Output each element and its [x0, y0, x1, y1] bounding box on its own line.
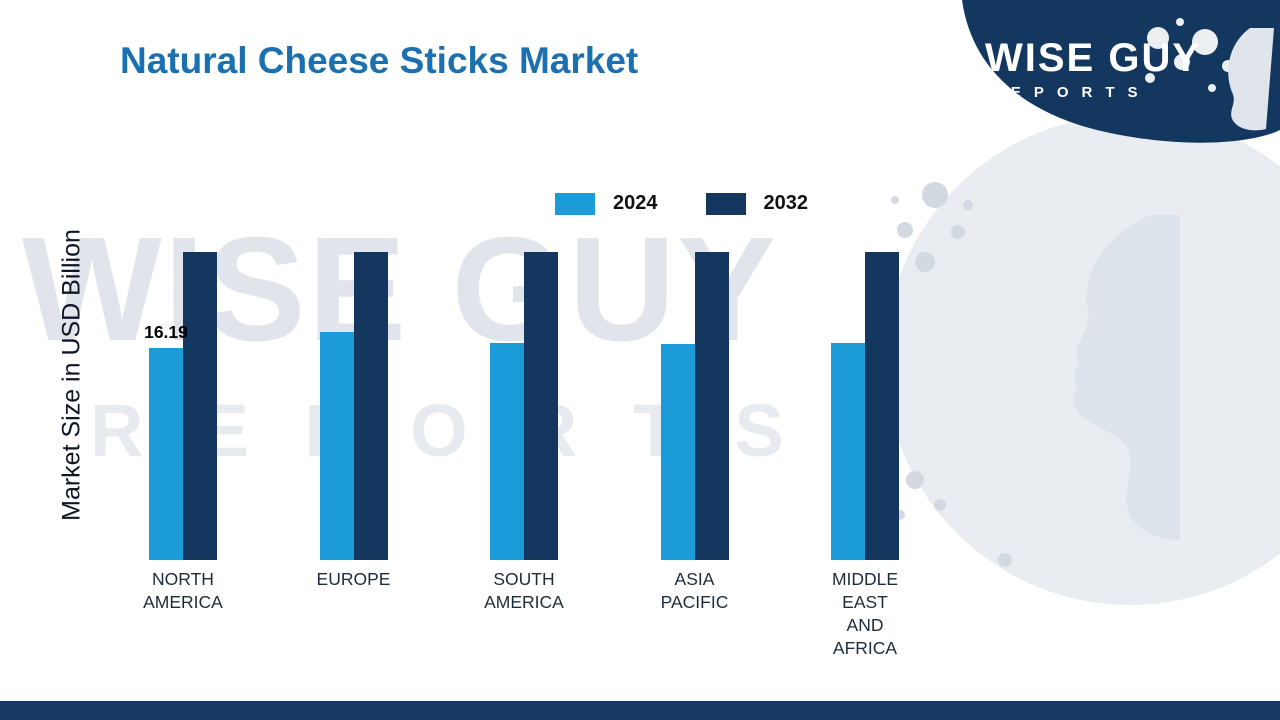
legend-swatch	[555, 192, 595, 215]
legend: 2024 2032	[555, 192, 808, 215]
bar-2032	[694, 252, 729, 560]
logo: WISE GUY REPORTS	[985, 36, 1201, 101]
bar-2024	[660, 343, 695, 560]
page-title: Natural Cheese Sticks Market	[120, 40, 639, 81]
logo-wordmark: WISE GUY	[985, 36, 1202, 80]
bar-2032	[183, 252, 217, 560]
legend-swatch	[705, 192, 746, 215]
bar-2032	[524, 252, 558, 560]
category-label: NORTH AMERICA	[143, 569, 223, 613]
bar-2024	[319, 332, 354, 560]
legend-item-2024: 2024	[555, 192, 658, 215]
data-label: 16.19	[144, 321, 188, 342]
bar-2024	[149, 347, 183, 560]
bar-2024	[490, 342, 524, 560]
watermark-wordmark: WISE GUY	[22, 207, 779, 372]
legend-label: 2032	[763, 192, 809, 214]
category-label: SOUTH AMERICA	[484, 569, 564, 613]
category-label: EUROPE	[316, 569, 391, 589]
bar-2024	[831, 342, 865, 560]
bar-2032	[865, 252, 899, 560]
category-label: MIDDLE EAST AND AFRICA	[831, 569, 899, 659]
logo-reports: REPORTS	[987, 84, 1151, 101]
y-axis-label: Market Size in USD Billion	[57, 229, 86, 521]
legend-label: 2024	[613, 192, 658, 214]
footer-strip	[0, 701, 1280, 720]
category-label: ASIA PACIFIC	[660, 569, 729, 613]
legend-item-2032: 2032	[705, 192, 809, 215]
header-decoration	[962, 0, 1280, 143]
bar-2032	[353, 252, 388, 560]
